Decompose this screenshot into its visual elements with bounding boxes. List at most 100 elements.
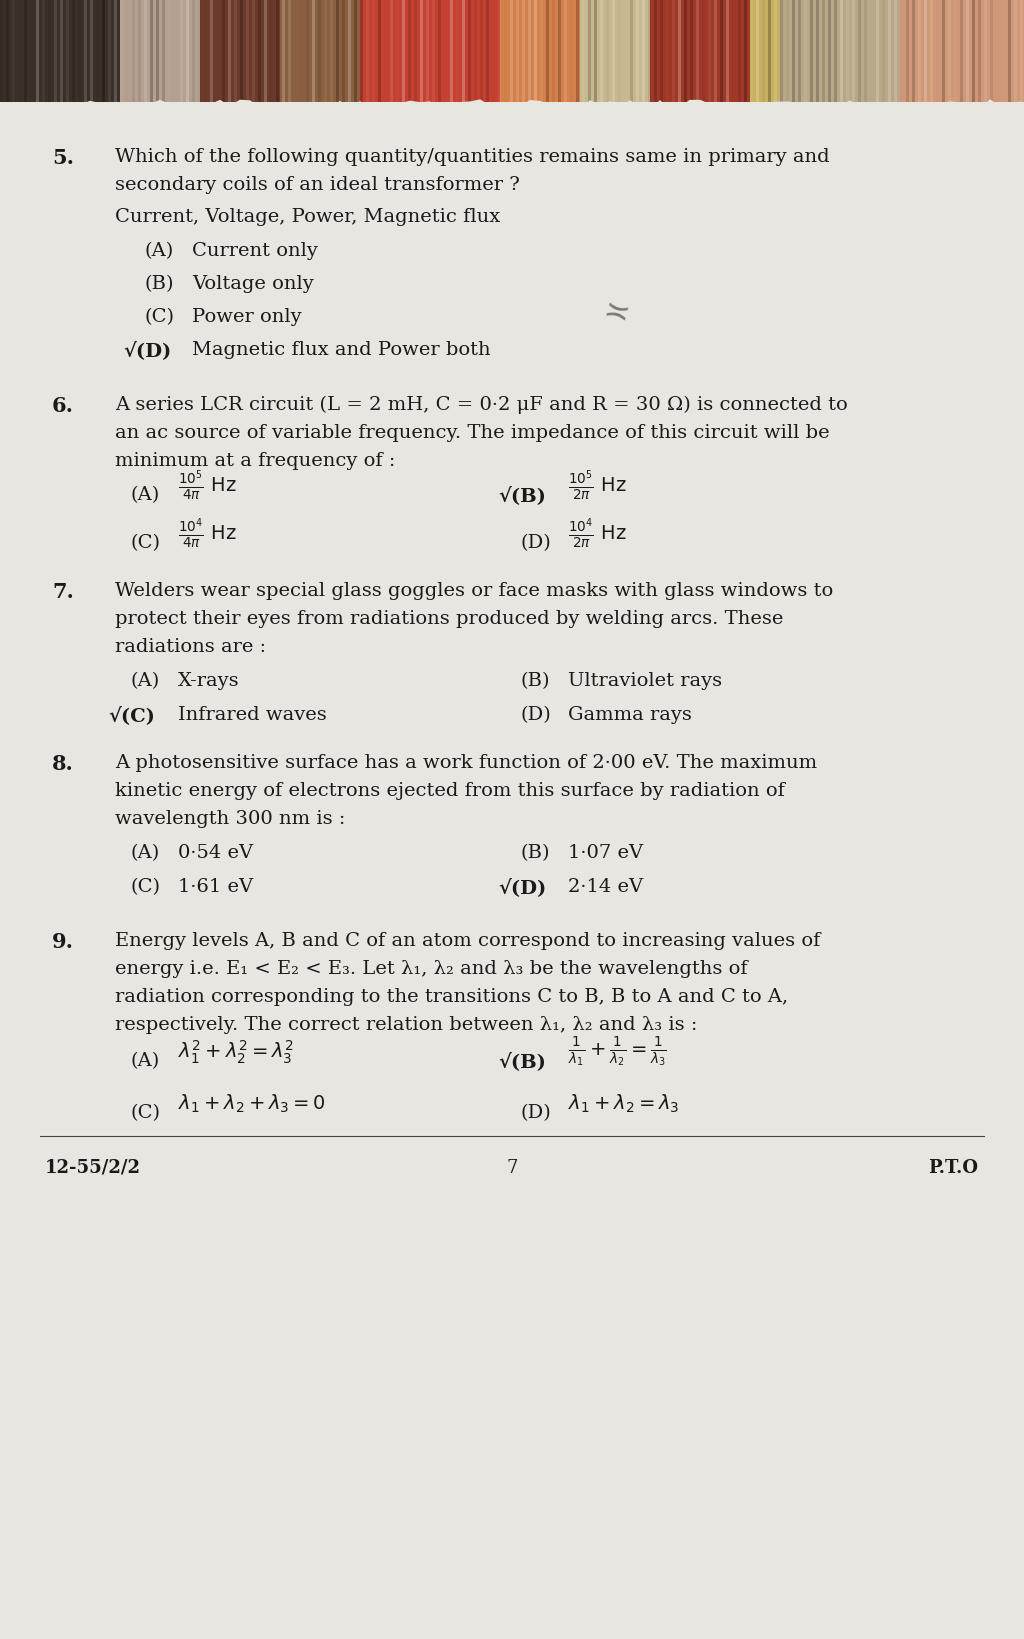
Bar (498, 0, 501, 115)
Bar (78, 0, 81, 115)
Bar (978, 0, 981, 115)
Bar (234, 0, 237, 115)
Bar (36, 0, 39, 115)
Bar (1014, 0, 1017, 115)
Text: $\frac{10^5}{4\pi}$ Hz: $\frac{10^5}{4\pi}$ Hz (178, 469, 237, 503)
Bar (630, 0, 633, 115)
Text: (C): (C) (145, 308, 175, 326)
Bar (384, 0, 387, 115)
Text: (C): (C) (130, 877, 160, 895)
Bar (84, 0, 87, 115)
Text: $\frac{10^4}{2\pi}$ Hz: $\frac{10^4}{2\pi}$ Hz (568, 516, 627, 551)
Bar (204, 0, 207, 115)
Text: √(B): √(B) (498, 1051, 546, 1070)
Bar (486, 0, 489, 115)
Bar (402, 0, 406, 115)
Text: minimum at a frequency of :: minimum at a frequency of : (115, 452, 395, 470)
Bar (816, 0, 819, 115)
Text: 1·07 eV: 1·07 eV (568, 844, 643, 862)
Bar (558, 0, 561, 115)
Text: Current only: Current only (193, 243, 317, 261)
Bar (240, 0, 243, 115)
Bar (864, 0, 867, 115)
Bar (672, 0, 675, 115)
Bar (280, 0, 360, 115)
Bar (522, 0, 525, 115)
Bar (168, 0, 171, 115)
Bar (702, 0, 705, 115)
Bar (888, 0, 891, 115)
Bar (30, 0, 33, 115)
Text: 0·54 eV: 0·54 eV (178, 844, 253, 862)
Bar (961, 0, 963, 115)
Bar (132, 0, 135, 115)
Text: energy i.e. E₁ < E₂ < E₃. Let λ₁, λ₂ and λ₃ be the wavelengths of: energy i.e. E₁ < E₂ < E₃. Let λ₁, λ₂ and… (115, 959, 748, 977)
Bar (288, 0, 291, 115)
Bar (810, 0, 813, 115)
Text: 7: 7 (506, 1159, 518, 1177)
Bar (972, 0, 975, 115)
Bar (822, 0, 825, 115)
Text: Current, Voltage, Power, Magnetic flux: Current, Voltage, Power, Magnetic flux (115, 208, 501, 226)
Bar (264, 0, 267, 115)
Bar (660, 0, 663, 115)
Text: (D): (D) (520, 1103, 551, 1121)
Bar (366, 0, 369, 115)
Text: Magnetic flux and Power both: Magnetic flux and Power both (193, 341, 490, 359)
Text: P.T.O: P.T.O (928, 1159, 978, 1177)
Bar (372, 0, 375, 115)
Bar (918, 0, 921, 115)
Bar (834, 0, 837, 115)
Bar (414, 0, 417, 115)
Text: Which of the following quantity/quantities remains same in primary and: Which of the following quantity/quantiti… (115, 148, 829, 166)
Bar (930, 0, 933, 115)
Bar (378, 0, 381, 115)
Bar (456, 0, 459, 115)
Bar (258, 0, 261, 115)
Bar (174, 0, 177, 115)
Bar (750, 0, 780, 115)
Bar (870, 0, 873, 115)
Text: radiation corresponding to the transitions C to B, B to A and C to A,: radiation corresponding to the transitio… (115, 987, 788, 1005)
Bar (282, 0, 285, 115)
Text: A photosensitive surface has a work function of 2·00 eV. The maximum: A photosensitive surface has a work func… (115, 754, 817, 772)
Bar (846, 0, 849, 115)
Bar (690, 0, 693, 115)
Bar (0, 0, 3, 115)
Bar (480, 0, 483, 115)
Bar (162, 0, 165, 115)
Bar (580, 0, 650, 115)
Text: Ultraviolet rays: Ultraviolet rays (568, 672, 722, 690)
Bar (708, 0, 711, 115)
Bar (858, 0, 861, 115)
Bar (924, 0, 927, 115)
Text: X-rays: X-rays (178, 672, 240, 690)
Text: (B): (B) (520, 672, 550, 690)
Bar (408, 0, 411, 115)
Bar (438, 0, 441, 115)
Bar (570, 0, 573, 115)
Bar (678, 0, 681, 115)
Bar (300, 0, 303, 115)
Bar (912, 0, 915, 115)
Bar (200, 0, 280, 115)
Bar (492, 0, 495, 115)
Text: protect their eyes from radiations produced by welding arcs. These: protect their eyes from radiations produ… (115, 610, 783, 628)
Bar (120, 0, 123, 115)
Text: $\asymp$: $\asymp$ (595, 292, 632, 328)
Text: $\lambda_1^2 + \lambda_2^2 = \lambda_3^2$: $\lambda_1^2 + \lambda_2^2 = \lambda_3^2… (178, 1037, 294, 1065)
Bar (66, 0, 69, 115)
Bar (942, 0, 945, 115)
Bar (852, 0, 855, 115)
Bar (462, 0, 465, 115)
Bar (0, 0, 120, 115)
Text: Energy levels A, B and C of an atom correspond to increasing values of: Energy levels A, B and C of an atom corr… (115, 931, 820, 949)
Text: $\lambda_1 + \lambda_2 = \lambda_3$: $\lambda_1 + \lambda_2 = \lambda_3$ (568, 1092, 679, 1115)
Text: √(B): √(B) (498, 485, 546, 505)
Bar (246, 0, 249, 115)
Text: √(D): √(D) (498, 877, 546, 897)
Bar (990, 0, 993, 115)
Bar (575, 0, 579, 115)
Bar (72, 0, 75, 115)
Bar (252, 0, 255, 115)
